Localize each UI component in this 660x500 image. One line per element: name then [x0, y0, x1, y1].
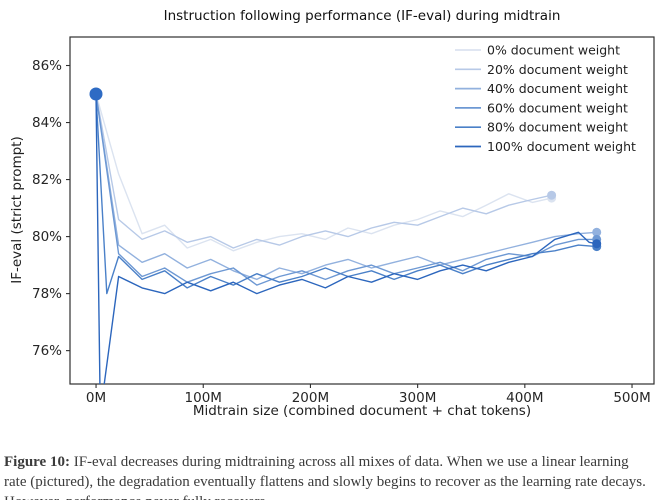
series-line-60pct	[95, 93, 598, 286]
figure-caption-label: Figure 10:	[4, 454, 70, 470]
x-tick-label: 300M	[399, 390, 436, 406]
series-line-0pct	[95, 93, 553, 252]
x-tick-label: 0M	[86, 390, 106, 406]
series-line-80pct	[95, 93, 598, 295]
legend-label-60pct: 60% document weight	[487, 100, 628, 115]
series-group	[89, 87, 602, 384]
legend-label-20pct: 20% document weight	[487, 62, 628, 77]
x-tick-label: 400M	[506, 390, 543, 406]
series-line-100pct	[95, 93, 598, 384]
series-end-marker-100pct	[592, 239, 602, 249]
y-tick-label: 86%	[32, 58, 62, 74]
legend-label-80pct: 80% document weight	[487, 120, 628, 135]
plot-frame	[69, 36, 655, 385]
x-axis-label: Midtrain size (combined document + chat …	[192, 403, 532, 419]
y-tick-label: 84%	[32, 115, 62, 131]
y-tick-label: 78%	[32, 286, 62, 302]
chart-title: Instruction following performance (IF-ev…	[163, 8, 561, 24]
series-line-20pct	[95, 93, 553, 249]
series-start-marker	[89, 87, 103, 101]
figure-caption: Figure 10: IF-eval decreases during midt…	[4, 452, 654, 500]
x-tick-label: 500M	[613, 390, 650, 406]
y-tick-label: 80%	[32, 229, 62, 245]
series-line-40pct	[95, 93, 598, 281]
figure-caption-text: IF-eval decreases during midtraining acr…	[4, 454, 646, 500]
y-tick-label: 76%	[32, 343, 62, 359]
x-tick-label: 100M	[185, 390, 222, 406]
legend-label-40pct: 40% document weight	[487, 81, 628, 96]
legend-label-100pct: 100% document weight	[487, 139, 636, 154]
plot-svg: 0M 100M 200M 300M 400M 500M 76% 78% 80% 82% 84% 86%…	[32, 36, 655, 406]
legend-label-0pct: 0% document weight	[487, 43, 620, 58]
series-end-marker-20pct	[547, 190, 557, 200]
legend: 0% document weight 20% document weight 40%…	[455, 43, 636, 154]
x-tick-label: 200M	[292, 390, 329, 406]
y-axis-label: IF-eval (strict prompt)	[9, 136, 25, 284]
series-end-marker-40pct	[592, 227, 602, 237]
y-tick-label: 82%	[32, 172, 62, 188]
